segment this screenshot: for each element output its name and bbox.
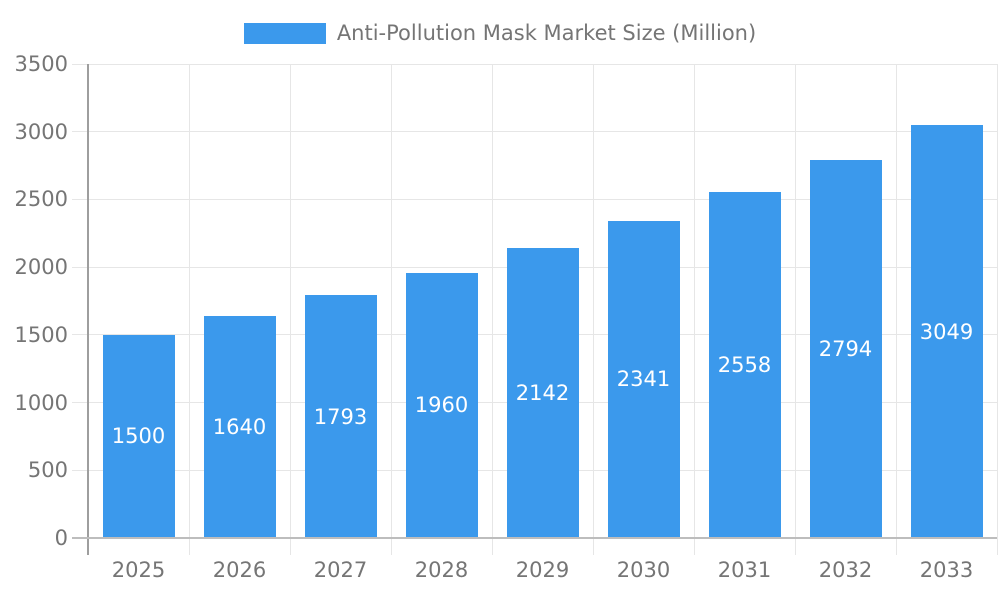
v-gridline [592,64,594,555]
v-gridline [390,64,392,555]
bar-value-label: 2794 [818,336,873,361]
h-gridline [72,63,997,65]
y-tick-label: 2000 [14,255,68,280]
y-axis-line [87,64,89,555]
bar[interactable]: 1500 [102,334,175,538]
x-tick-label: 2029 [515,558,570,582]
y-tick-label: 3500 [14,52,68,76]
v-gridline [895,64,897,555]
x-tick-label: 2032 [818,558,873,582]
bar-value-label: 2142 [515,380,570,405]
h-gridline [72,131,997,133]
plot-area: 1500 1640 1793 1960 2142 2341 2558 2794 3049 [72,63,998,555]
v-gridline [693,64,695,555]
y-tick-label: 1000 [14,390,68,415]
v-gridline [996,64,998,555]
x-tick-label: 2033 [919,558,974,582]
v-gridline [188,64,190,555]
v-gridline [794,64,796,555]
v-gridline [491,64,493,555]
x-tick-label: 2030 [616,558,671,582]
x-tick-label: 2027 [313,558,368,582]
x-tick-label: 2025 [111,558,166,582]
legend-label: Anti-Pollution Mask Market Size (Million… [336,21,757,45]
y-axis-labels: 0 500 1000 1500 2000 2500 3000 3500 [0,52,68,550]
bar-value-label: 1640 [212,414,267,439]
y-tick-label: 1500 [14,322,68,347]
bar[interactable]: 1960 [405,272,478,538]
y-tick-label: 2500 [14,187,68,212]
x-axis-line [72,537,997,539]
legend-swatch [243,22,326,44]
bar-value-label: 2558 [717,352,772,377]
bar[interactable]: 1640 [203,315,276,538]
x-tick-label: 2028 [414,558,469,582]
bar[interactable]: 2142 [506,247,579,538]
bar-value-label: 1960 [414,393,469,418]
h-gridline [72,198,997,200]
x-axis-labels: 2025 2026 2027 2028 2029 2030 2031 2032 2033 [88,557,997,585]
bar[interactable]: 3049 [910,125,983,538]
y-tick-label: 500 [27,458,68,483]
bar-value-label: 1793 [313,404,368,429]
legend-area: Anti-Pollution Mask Market Size (Million… [0,21,1000,45]
x-tick-label: 2026 [212,558,267,582]
v-gridline [289,64,291,555]
x-tick-label: 2031 [717,558,772,582]
bar[interactable]: 2794 [809,159,882,538]
bar-value-label: 1500 [111,424,166,449]
bar-value-label: 2341 [616,367,671,392]
y-tick-label: 0 [54,526,68,550]
y-tick-label: 3000 [14,119,68,144]
bar-value-label: 3049 [919,319,974,344]
bar[interactable]: 2341 [607,220,680,538]
legend-item[interactable]: Anti-Pollution Mask Market Size (Million… [243,21,757,45]
bar[interactable]: 1793 [304,295,377,538]
bar[interactable]: 2558 [708,191,781,538]
